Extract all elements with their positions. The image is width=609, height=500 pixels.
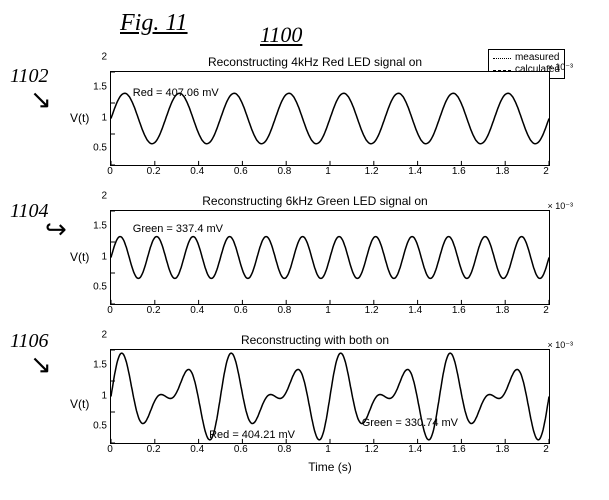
xtick: 0 bbox=[107, 305, 113, 316]
xtick: 2 bbox=[543, 444, 549, 455]
panel-red: Reconstructing 4kHz Red LED signal on V(… bbox=[65, 55, 565, 180]
xtick: 0.4 bbox=[190, 305, 204, 316]
panel-both-title: Reconstructing with both on bbox=[65, 333, 565, 347]
xtick: 0.6 bbox=[234, 305, 248, 316]
xtick: 0.2 bbox=[147, 444, 161, 455]
callout-arrow-1102: ↘ bbox=[30, 85, 52, 115]
figure-label: Fig. 11 bbox=[120, 10, 188, 37]
xtick: 0.8 bbox=[277, 444, 291, 455]
xtick: 0.4 bbox=[190, 444, 204, 455]
panel-red-yticks: 0.5 1 1.5 2 bbox=[85, 55, 109, 180]
signal-curve bbox=[111, 72, 549, 165]
xtick: 0.2 bbox=[147, 305, 161, 316]
xtick: 0 bbox=[107, 444, 113, 455]
xtick: 1.4 bbox=[408, 166, 422, 177]
ytick: 0.5 bbox=[83, 282, 107, 293]
panel-red-xticks: 0 0.2 0.4 0.6 0.8 1 1.2 1.4 1.6 1.8 2 bbox=[110, 166, 550, 180]
ytick: 2 bbox=[83, 191, 107, 202]
figure-number: 1100 bbox=[260, 22, 302, 48]
xtick: 0 bbox=[107, 166, 113, 177]
xtick: 0.8 bbox=[277, 305, 291, 316]
xtick: 1 bbox=[325, 444, 331, 455]
xtick: 1.6 bbox=[452, 444, 466, 455]
xtick: 1.6 bbox=[452, 166, 466, 177]
annotation: Green = 337.4 mV bbox=[133, 223, 223, 235]
xtick: 2 bbox=[543, 166, 549, 177]
panel-both-yticks: 0.5 1 1.5 2 bbox=[85, 333, 109, 474]
ytick: 1.5 bbox=[83, 82, 107, 93]
ytick: 1 bbox=[83, 390, 107, 401]
panel-both-plot: × 10⁻³ Red = 404.21 mVGreen = 330.74 mV bbox=[110, 349, 550, 444]
callout-arrow-1106: ↘ bbox=[30, 350, 52, 380]
signal-curve bbox=[111, 350, 549, 443]
xtick: 0.4 bbox=[190, 166, 204, 177]
xtick: 1.8 bbox=[495, 305, 509, 316]
panel-red-title: Reconstructing 4kHz Red LED signal on bbox=[65, 55, 565, 69]
xtick: 1.8 bbox=[495, 166, 509, 177]
xtick: 1 bbox=[325, 305, 331, 316]
chart-stack: measured calculated Reconstructing 4kHz … bbox=[65, 55, 565, 488]
callout-arrow-1104: ↪ bbox=[45, 215, 67, 245]
panel-green: Reconstructing 6kHz Green LED signal on … bbox=[65, 194, 565, 319]
xtick: 1.6 bbox=[452, 305, 466, 316]
panel-green-title: Reconstructing 6kHz Green LED signal on bbox=[65, 194, 565, 208]
ytick: 0.5 bbox=[83, 143, 107, 154]
xlabel: Time (s) bbox=[110, 460, 550, 474]
panel-green-plot: × 10⁻³ Green = 337.4 mV bbox=[110, 210, 550, 305]
annotation: Green = 330.74 mV bbox=[362, 417, 458, 429]
xtick: 1 bbox=[325, 166, 331, 177]
xtick: 1.4 bbox=[408, 444, 422, 455]
xtick: 1.2 bbox=[365, 444, 379, 455]
ytick: 2 bbox=[83, 52, 107, 63]
ytick: 1 bbox=[83, 251, 107, 262]
ytick: 0.5 bbox=[83, 421, 107, 432]
xtick: 1.8 bbox=[495, 444, 509, 455]
panel-both: Reconstructing with both on V(t) 0.511.5… bbox=[65, 333, 565, 474]
ytick: 1.5 bbox=[83, 360, 107, 371]
xtick: 0.8 bbox=[277, 166, 291, 177]
xtick: 0.6 bbox=[234, 166, 248, 177]
panel-both-xticks: 0 0.2 0.4 0.6 0.8 1 1.2 1.4 1.6 1.8 2 bbox=[110, 444, 550, 458]
panel-green-xexp: × 10⁻³ bbox=[547, 201, 573, 212]
panel-red-plot: × 10⁻³ Red = 407.06 mV bbox=[110, 71, 550, 166]
xtick: 1.2 bbox=[365, 166, 379, 177]
annotation: Red = 407.06 mV bbox=[133, 87, 219, 99]
panel-green-xticks: 0 0.2 0.4 0.6 0.8 1 1.2 1.4 1.6 1.8 2 bbox=[110, 305, 550, 319]
annotation: Red = 404.21 mV bbox=[209, 429, 295, 441]
panel-green-yticks: 0.5 1 1.5 2 bbox=[85, 194, 109, 319]
xtick: 0.6 bbox=[234, 444, 248, 455]
ytick: 1 bbox=[83, 112, 107, 123]
callout-1104: 1104 bbox=[10, 200, 49, 223]
ytick: 1.5 bbox=[83, 221, 107, 232]
xtick: 2 bbox=[543, 305, 549, 316]
panel-both-xexp: × 10⁻³ bbox=[547, 340, 573, 351]
xtick: 1.4 bbox=[408, 305, 422, 316]
panel-red-xexp: × 10⁻³ bbox=[547, 62, 573, 73]
xtick: 0.2 bbox=[147, 166, 161, 177]
xtick: 1.2 bbox=[365, 305, 379, 316]
ytick: 2 bbox=[83, 330, 107, 341]
